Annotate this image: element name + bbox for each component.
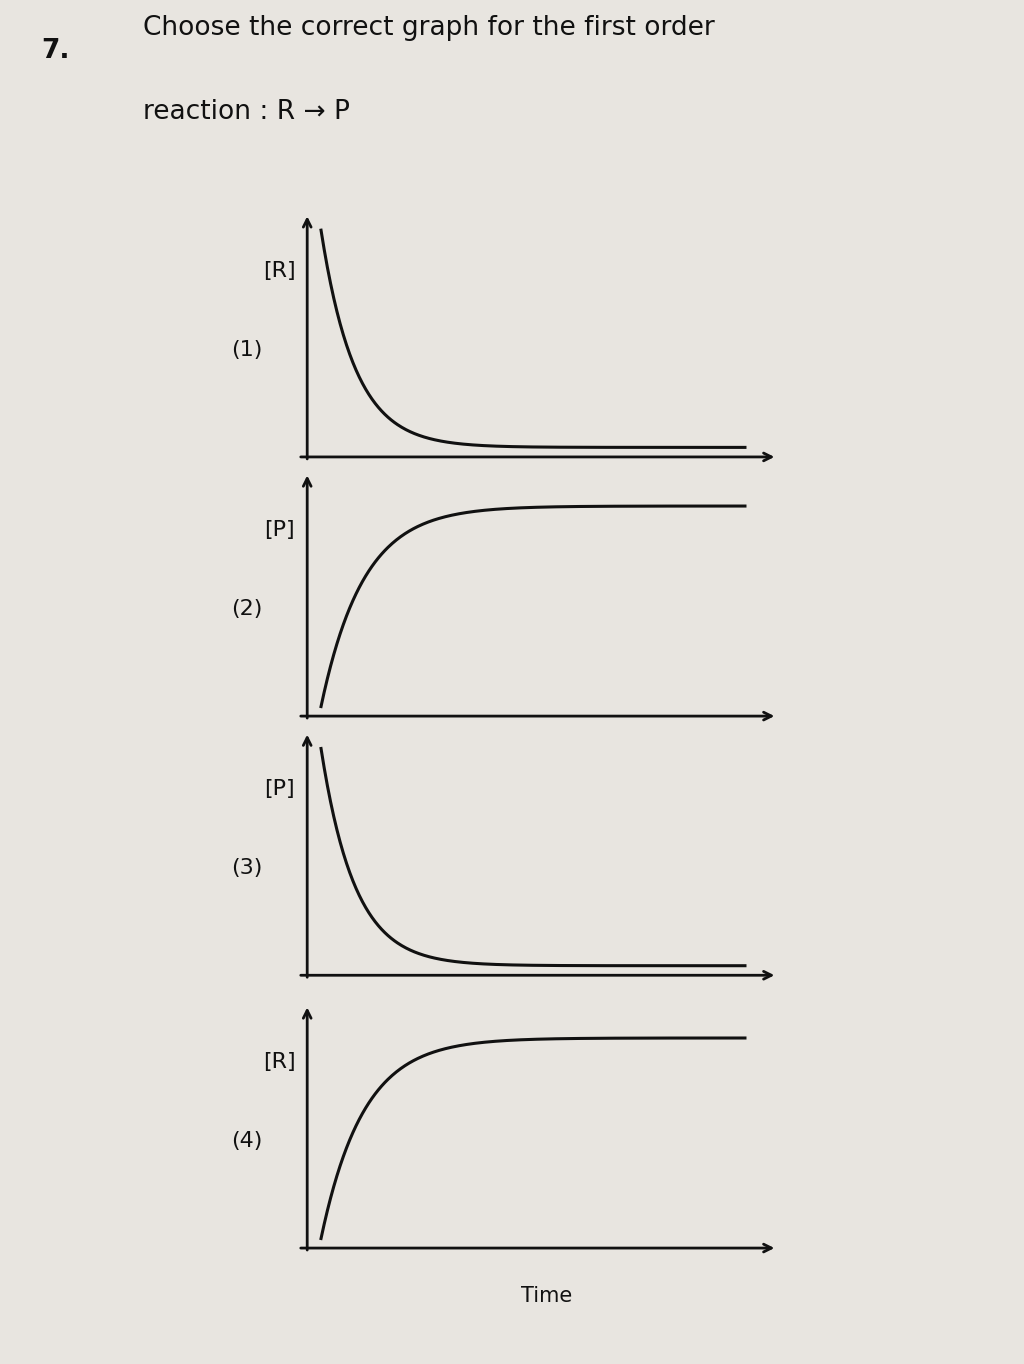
Text: [P]: [P]	[264, 520, 295, 540]
Text: (1): (1)	[231, 340, 263, 360]
Text: reaction : R → P: reaction : R → P	[143, 100, 350, 125]
Text: 7.: 7.	[41, 38, 70, 64]
Text: [R]: [R]	[263, 1052, 296, 1072]
Text: [R]: [R]	[263, 261, 296, 281]
Text: (3): (3)	[231, 858, 263, 878]
Text: (4): (4)	[231, 1131, 263, 1151]
Text: Time: Time	[521, 754, 572, 773]
Text: Choose the correct graph for the first order: Choose the correct graph for the first o…	[143, 15, 715, 41]
Text: (2): (2)	[231, 599, 263, 619]
Text: [P]: [P]	[264, 779, 295, 799]
Text: Time: Time	[521, 1286, 572, 1305]
Text: Time →: Time →	[509, 495, 585, 514]
Text: Time →: Time →	[509, 1013, 585, 1033]
